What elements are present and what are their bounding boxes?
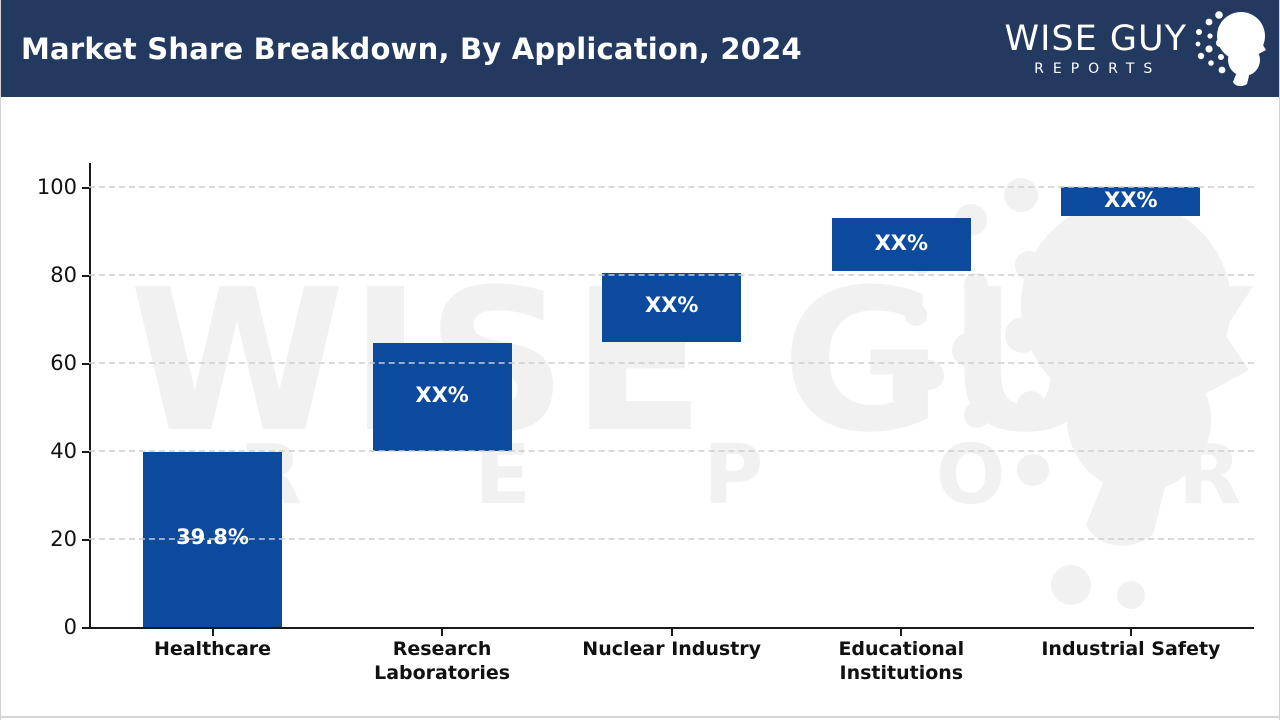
gridline [89,450,1254,452]
bar-research-laboratories [372,343,512,451]
x-axis-line [89,627,1254,629]
page-title: Market Share Breakdown, By Application, … [21,31,802,66]
y-tick-mark [82,451,89,453]
y-tick-mark [82,275,89,277]
gridline [89,274,1254,276]
page-bottom-rule [1,716,1279,718]
bar-value-label: XX% [874,230,929,255]
bar-value-label: XX% [415,383,469,408]
x-tick-mark [900,629,903,636]
x-tick-mark [1129,629,1132,636]
header: Market Share Breakdown, By Application, … [1,0,1279,97]
bar-value-label: XX% [1104,187,1158,212]
y-tick-mark [82,539,89,541]
gridline [89,186,1254,188]
x-axis-label-industrial-safety: Industrial Safety [1041,638,1221,660]
y-tick-mark [82,627,89,629]
x-axis-label-educational-institutions: Educational Institutions [838,638,965,684]
y-tick-label: 20 [50,527,77,551]
x-axis-label-healthcare: Healthcare [153,638,272,660]
x-tick-mark [211,629,214,636]
y-tick-label: 0 [63,615,77,639]
wiseguy-logo: WISE GUY REPORTS [1004,6,1267,92]
y-axis-line [89,163,91,629]
gridline [89,538,1254,540]
y-tick-label: 40 [50,439,77,463]
y-tick-mark [82,187,89,189]
x-axis-label-nuclear-industry: Nuclear Industry [582,638,762,660]
bar-educational-institutions [831,217,971,272]
y-tick-label: 80 [50,263,77,287]
wiseguy-head-icon [1195,10,1266,86]
wiseguy-logo-text: WISE GUY REPORTS [1004,18,1187,77]
logo-brand-sub: REPORTS [1034,60,1162,77]
y-tick-label: 100 [36,175,77,199]
bar-industrial-safety [1061,187,1201,217]
x-tick-mark [441,629,444,636]
x-tick-mark [670,629,673,636]
gridline [89,362,1254,364]
bar-nuclear-industry [602,272,742,342]
x-axis-label-research-laboratories: Research Laboratories [374,638,511,684]
logo-brand-name: WISE GUY [1004,18,1187,59]
bar-value-label: 39.8% [176,525,249,550]
bar-value-label: XX% [644,293,699,318]
y-tick-label: 60 [50,351,77,375]
watermark-head-icon [905,178,1249,609]
y-tick-mark [82,363,89,365]
